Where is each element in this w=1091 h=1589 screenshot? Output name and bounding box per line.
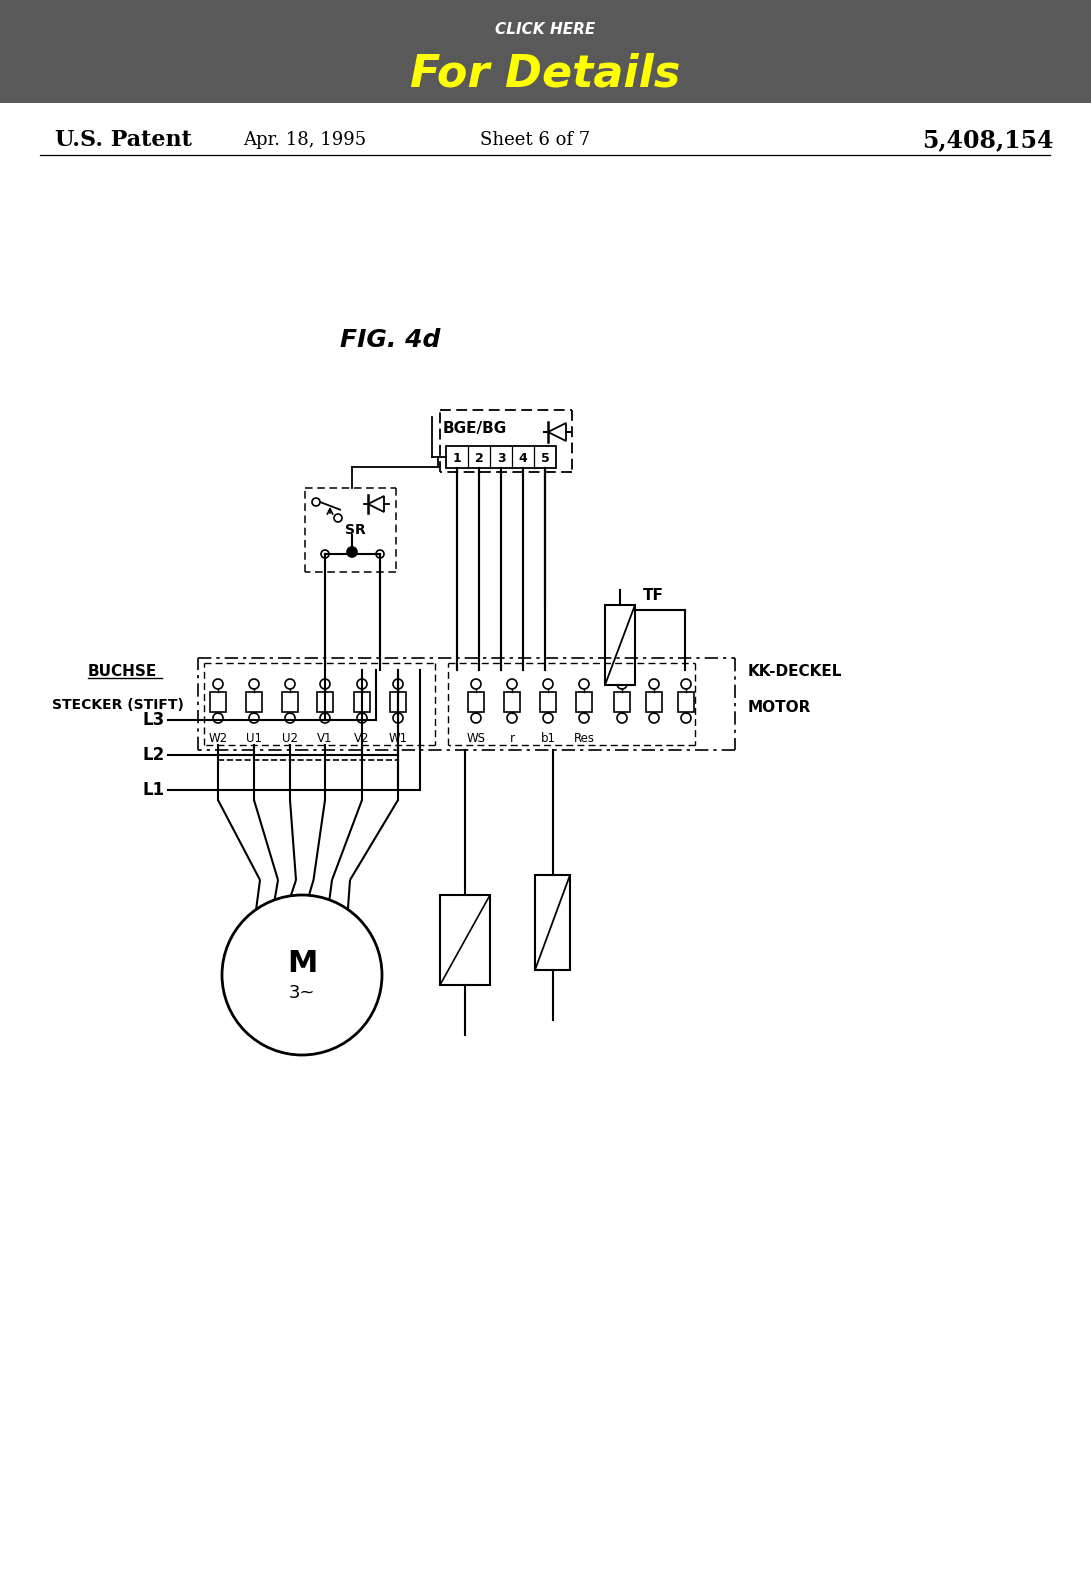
Bar [504,691,520,712]
Text: MOTOR: MOTOR [748,699,812,715]
Bar [576,691,592,712]
Text: Res: Res [574,733,595,745]
Text: BGE/BG: BGE/BG [443,421,507,435]
Text: b1: b1 [540,733,555,745]
Text: 4: 4 [518,451,527,464]
Bar [606,605,635,685]
Text: 1: 1 [453,451,461,464]
Bar [0,0,1091,103]
Text: U2: U2 [281,733,298,745]
Bar [614,691,630,712]
Text: U1: U1 [245,733,262,745]
Text: 5,408,154: 5,408,154 [922,129,1054,153]
Text: 2: 2 [475,451,483,464]
Text: 3~: 3~ [289,984,315,1003]
Bar [281,691,298,712]
Text: For Details: For Details [410,52,681,95]
Text: U.S. Patent: U.S. Patent [55,129,192,151]
Bar [389,691,406,712]
Text: WS: WS [467,733,485,745]
Text: r: r [509,733,515,745]
Text: V1: V1 [317,733,333,745]
Bar [209,691,226,712]
Text: CLICK HERE: CLICK HERE [495,22,596,38]
Text: Sheet 6 of 7: Sheet 6 of 7 [480,130,590,149]
Text: V2: V2 [355,733,370,745]
Text: W1: W1 [388,733,408,745]
Text: KK-DECKEL: KK-DECKEL [748,664,842,680]
Text: SR: SR [345,523,365,537]
Text: M: M [287,949,317,977]
Bar [468,691,484,712]
Bar [678,691,694,712]
Bar [535,876,570,969]
Text: L1: L1 [143,782,165,799]
Bar [245,691,262,712]
Text: TF: TF [643,588,664,602]
Bar [646,691,662,712]
Text: 3: 3 [496,451,505,464]
Circle shape [347,547,357,558]
Circle shape [221,895,382,1055]
Bar [440,895,490,985]
Text: 5: 5 [541,451,550,464]
Bar [317,691,333,712]
Bar [540,691,556,712]
Bar [446,447,556,469]
Text: BUCHSE: BUCHSE [88,664,157,680]
Text: STECKER (STIFT): STECKER (STIFT) [52,698,184,712]
Bar [353,691,370,712]
Text: L2: L2 [143,745,165,764]
Text: L3: L3 [143,710,165,729]
Text: W2: W2 [208,733,228,745]
Text: FIG. 4d: FIG. 4d [339,327,440,353]
Text: Apr. 18, 1995: Apr. 18, 1995 [243,130,367,149]
